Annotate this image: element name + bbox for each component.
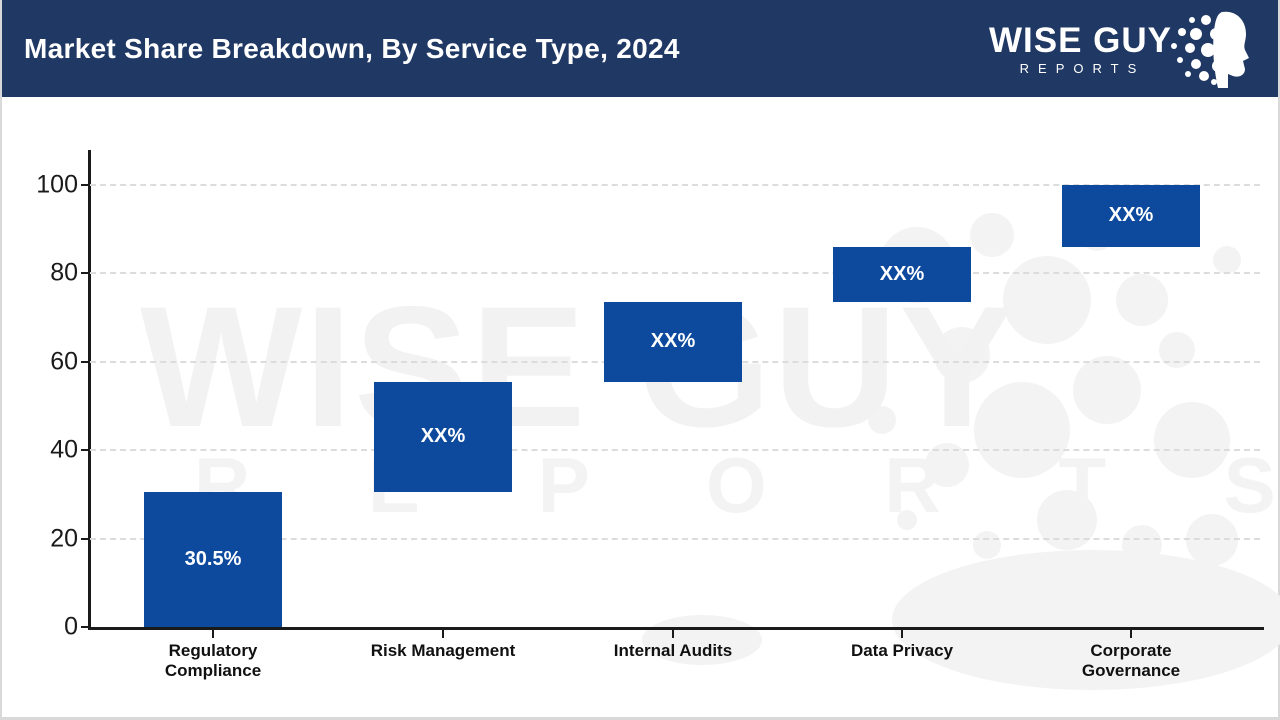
x-category-label: Data Privacy: [850, 641, 954, 660]
y-tick-label: 100: [36, 170, 78, 199]
bar: XX%: [374, 381, 512, 493]
x-category-label: Risk Management: [370, 641, 516, 660]
y-tick-mark: [81, 626, 90, 628]
bar-value-label: XX%: [420, 425, 466, 448]
bar: 30.5%: [144, 492, 282, 627]
y-tick-mark: [81, 449, 90, 452]
y-tick-mark: [81, 272, 90, 275]
header-bar: Market Share Breakdown, By Service Type,…: [2, 0, 1278, 97]
x-axis-line: [88, 627, 1264, 630]
y-gridline: [90, 184, 1260, 186]
logo-subtitle: REPORTS: [1019, 60, 1146, 76]
y-tick-mark: [81, 184, 90, 186]
wiseguy-logo-text: WISE GUY REPORTS: [989, 23, 1172, 75]
y-tick-mark: [81, 360, 90, 363]
y-tick-mark: [81, 537, 90, 540]
x-tick-mark: [672, 630, 674, 638]
watermark-text: WISE GUY: [140, 271, 1017, 463]
x-tick-mark: [1130, 630, 1132, 638]
bar-value-label: XX%: [879, 263, 925, 285]
y-tick-label: 80: [50, 258, 78, 287]
x-tick-mark: [212, 630, 214, 638]
x-category-label: Corporate Governance: [1081, 641, 1181, 680]
bar-value-label: XX%: [650, 330, 696, 353]
chart-title: Market Share Breakdown, By Service Type,…: [24, 32, 680, 64]
bar: XX%: [604, 302, 742, 382]
y-tick-label: 40: [50, 435, 78, 464]
bar-value-label: 30.5%: [184, 548, 242, 571]
y-gridline: [90, 537, 1260, 540]
y-tick-label: 0: [64, 612, 78, 641]
y-axis-line: [88, 150, 91, 629]
y-tick-label: 60: [50, 347, 78, 376]
bar: XX%: [833, 246, 971, 303]
x-tick-mark: [442, 630, 444, 638]
bar: XX%: [1062, 185, 1200, 247]
x-category-label: Internal Audits: [613, 641, 733, 660]
x-tick-mark: [901, 630, 903, 638]
logo-wordmark: WISE GUY: [988, 20, 1172, 60]
wiseguy-logo: WISE GUY REPORTS: [989, 8, 1252, 90]
bar-value-label: XX%: [1108, 204, 1154, 227]
x-category-label: Regulatory Compliance: [164, 641, 262, 680]
wiseguy-head-icon: [1171, 11, 1249, 88]
y-tick-label: 20: [50, 524, 78, 553]
y-gridline: [90, 272, 1260, 275]
y-gridline: [90, 449, 1260, 452]
